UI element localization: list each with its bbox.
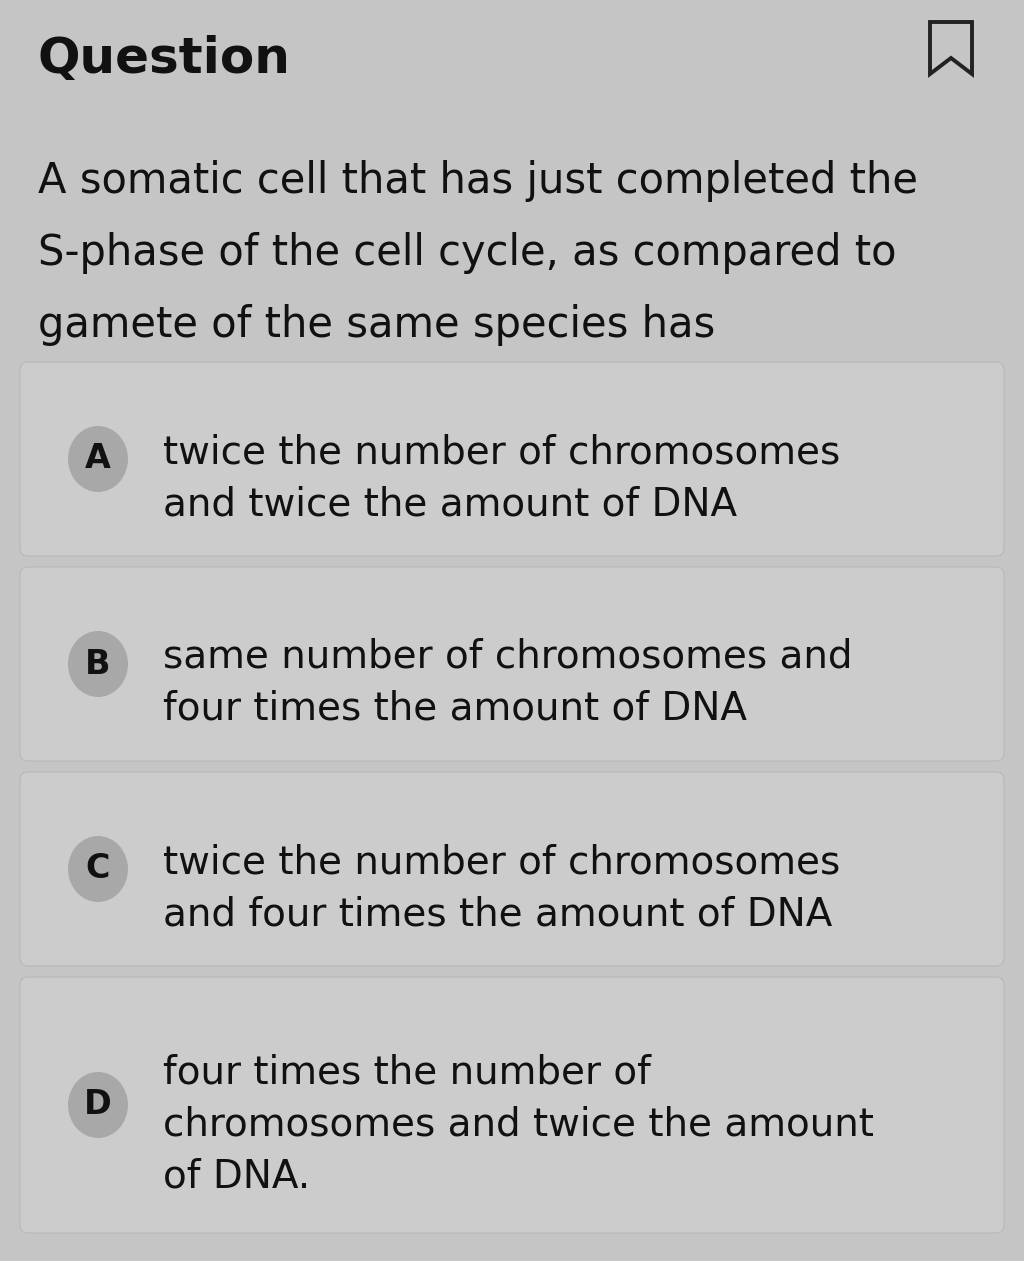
- FancyBboxPatch shape: [20, 362, 1004, 556]
- Text: four times the number of: four times the number of: [163, 1053, 651, 1091]
- Text: Question: Question: [38, 35, 291, 83]
- FancyBboxPatch shape: [20, 772, 1004, 966]
- Text: twice the number of chromosomes: twice the number of chromosomes: [163, 433, 841, 472]
- FancyBboxPatch shape: [20, 567, 1004, 760]
- Text: of DNA.: of DNA.: [163, 1158, 310, 1195]
- Text: same number of chromosomes and: same number of chromosomes and: [163, 638, 853, 676]
- Text: chromosomes and twice the amount: chromosomes and twice the amount: [163, 1105, 873, 1142]
- Text: B: B: [85, 647, 111, 681]
- Text: A somatic cell that has just completed the: A somatic cell that has just completed t…: [38, 160, 918, 202]
- Ellipse shape: [68, 1072, 128, 1137]
- Text: four times the amount of DNA: four times the amount of DNA: [163, 690, 746, 728]
- FancyBboxPatch shape: [20, 977, 1004, 1233]
- Text: S-phase of the cell cycle, as compared to: S-phase of the cell cycle, as compared t…: [38, 232, 896, 274]
- Text: gamete of the same species has: gamete of the same species has: [38, 304, 715, 346]
- Ellipse shape: [68, 426, 128, 492]
- Text: D: D: [84, 1088, 112, 1121]
- Text: twice the number of chromosomes: twice the number of chromosomes: [163, 844, 841, 881]
- Text: and twice the amount of DNA: and twice the amount of DNA: [163, 485, 737, 523]
- Text: A: A: [85, 443, 111, 475]
- Text: C: C: [86, 852, 111, 885]
- Text: and four times the amount of DNA: and four times the amount of DNA: [163, 895, 833, 933]
- Ellipse shape: [68, 630, 128, 697]
- Ellipse shape: [68, 836, 128, 902]
